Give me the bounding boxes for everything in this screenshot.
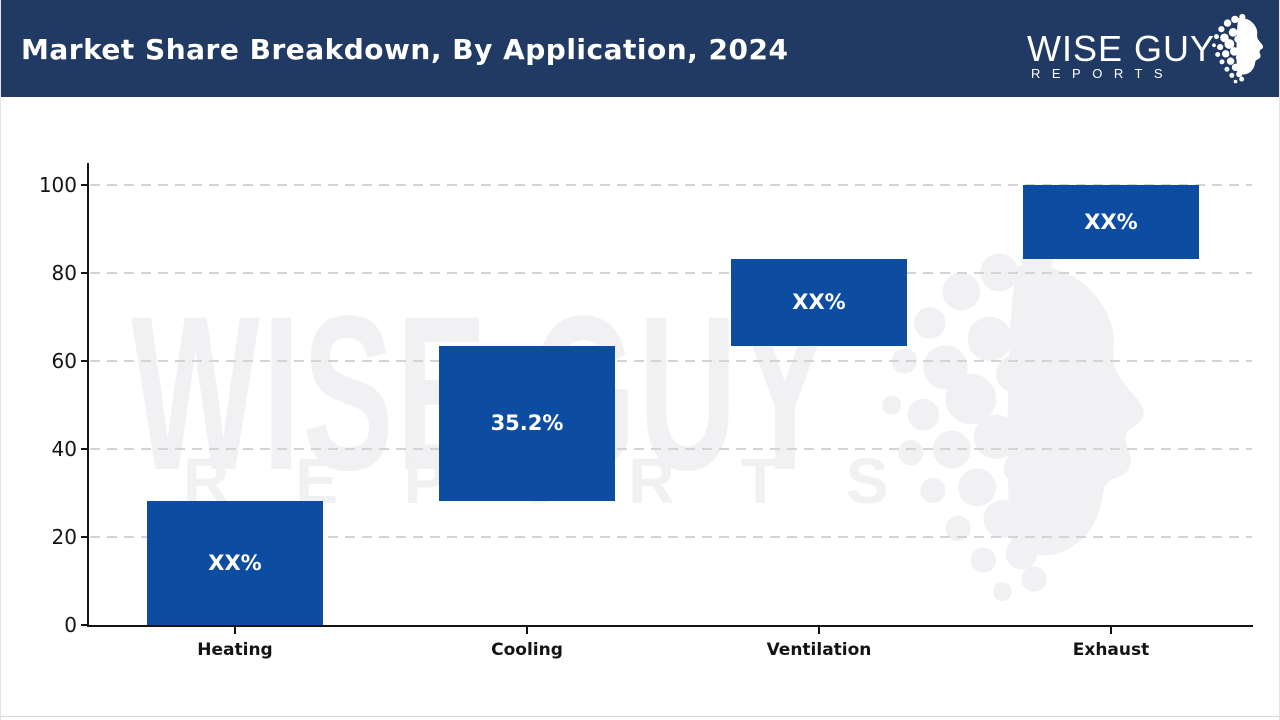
gridline-40: [90, 448, 1252, 450]
bar-exhaust: [1023, 185, 1199, 259]
x-tick-cooling: [526, 627, 528, 634]
y-tick-20: [81, 536, 89, 538]
gridline-20: [90, 536, 1252, 538]
x-tick-label-exhaust: Exhaust: [1072, 640, 1150, 660]
gridline-60: [90, 360, 1252, 362]
logo-subtext: REPORTS: [1031, 66, 1175, 81]
x-tick-ventilation: [818, 627, 820, 634]
y-tick-label-80: 80: [51, 261, 77, 285]
y-tick-40: [81, 448, 89, 450]
bar-label-cooling: 35.2%: [490, 411, 564, 436]
wiseguy-head-icon: [1207, 12, 1269, 92]
header-bar: Market Share Breakdown, By Application, …: [1, 0, 1279, 97]
bottom-border: [1, 716, 1279, 717]
waterfall-plot: 0 20 40 60 80 100 Heating XX% Cooling 35.2% Ventil…: [1, 97, 1279, 720]
bar-cooling: [439, 346, 615, 501]
bar-label-heating: XX%: [208, 550, 262, 575]
y-tick-60: [81, 360, 89, 362]
x-tick-label-ventilation: Ventilation: [766, 640, 872, 660]
y-tick-label-0: 0: [64, 613, 77, 637]
y-axis-spine: [87, 163, 89, 627]
gridline-80: [90, 272, 1252, 274]
bar-label-ventilation: XX%: [792, 290, 846, 315]
y-tick-label-40: 40: [51, 437, 77, 461]
bar-label-exhaust: XX%: [1084, 209, 1138, 234]
gridline-100: [90, 184, 1252, 186]
x-tick-exhaust: [1110, 627, 1112, 634]
y-tick-80: [81, 272, 89, 274]
x-axis-spine: [87, 625, 1253, 627]
y-tick-100: [81, 184, 89, 186]
chart-area: WISE GUY REPORTS 020406080100HeatingXX%C…: [1, 97, 1279, 720]
y-tick-label-100: 100: [38, 173, 77, 197]
wiseguy-logo: WISE GUY REPORTS: [1019, 6, 1269, 94]
y-tick-label-20: 20: [51, 525, 77, 549]
x-tick-label-cooling: Cooling: [491, 640, 563, 660]
bar-heating: [147, 500, 323, 625]
y-tick-label-60: 60: [51, 349, 77, 373]
x-tick-label-heating: Heating: [197, 640, 273, 660]
y-tick-0: [81, 624, 89, 626]
bar-ventilation: [731, 258, 907, 347]
logo-wordmark: WISE GUY: [1027, 28, 1216, 69]
x-tick-heating: [234, 627, 236, 634]
page-title: Market Share Breakdown, By Application, …: [21, 33, 789, 66]
